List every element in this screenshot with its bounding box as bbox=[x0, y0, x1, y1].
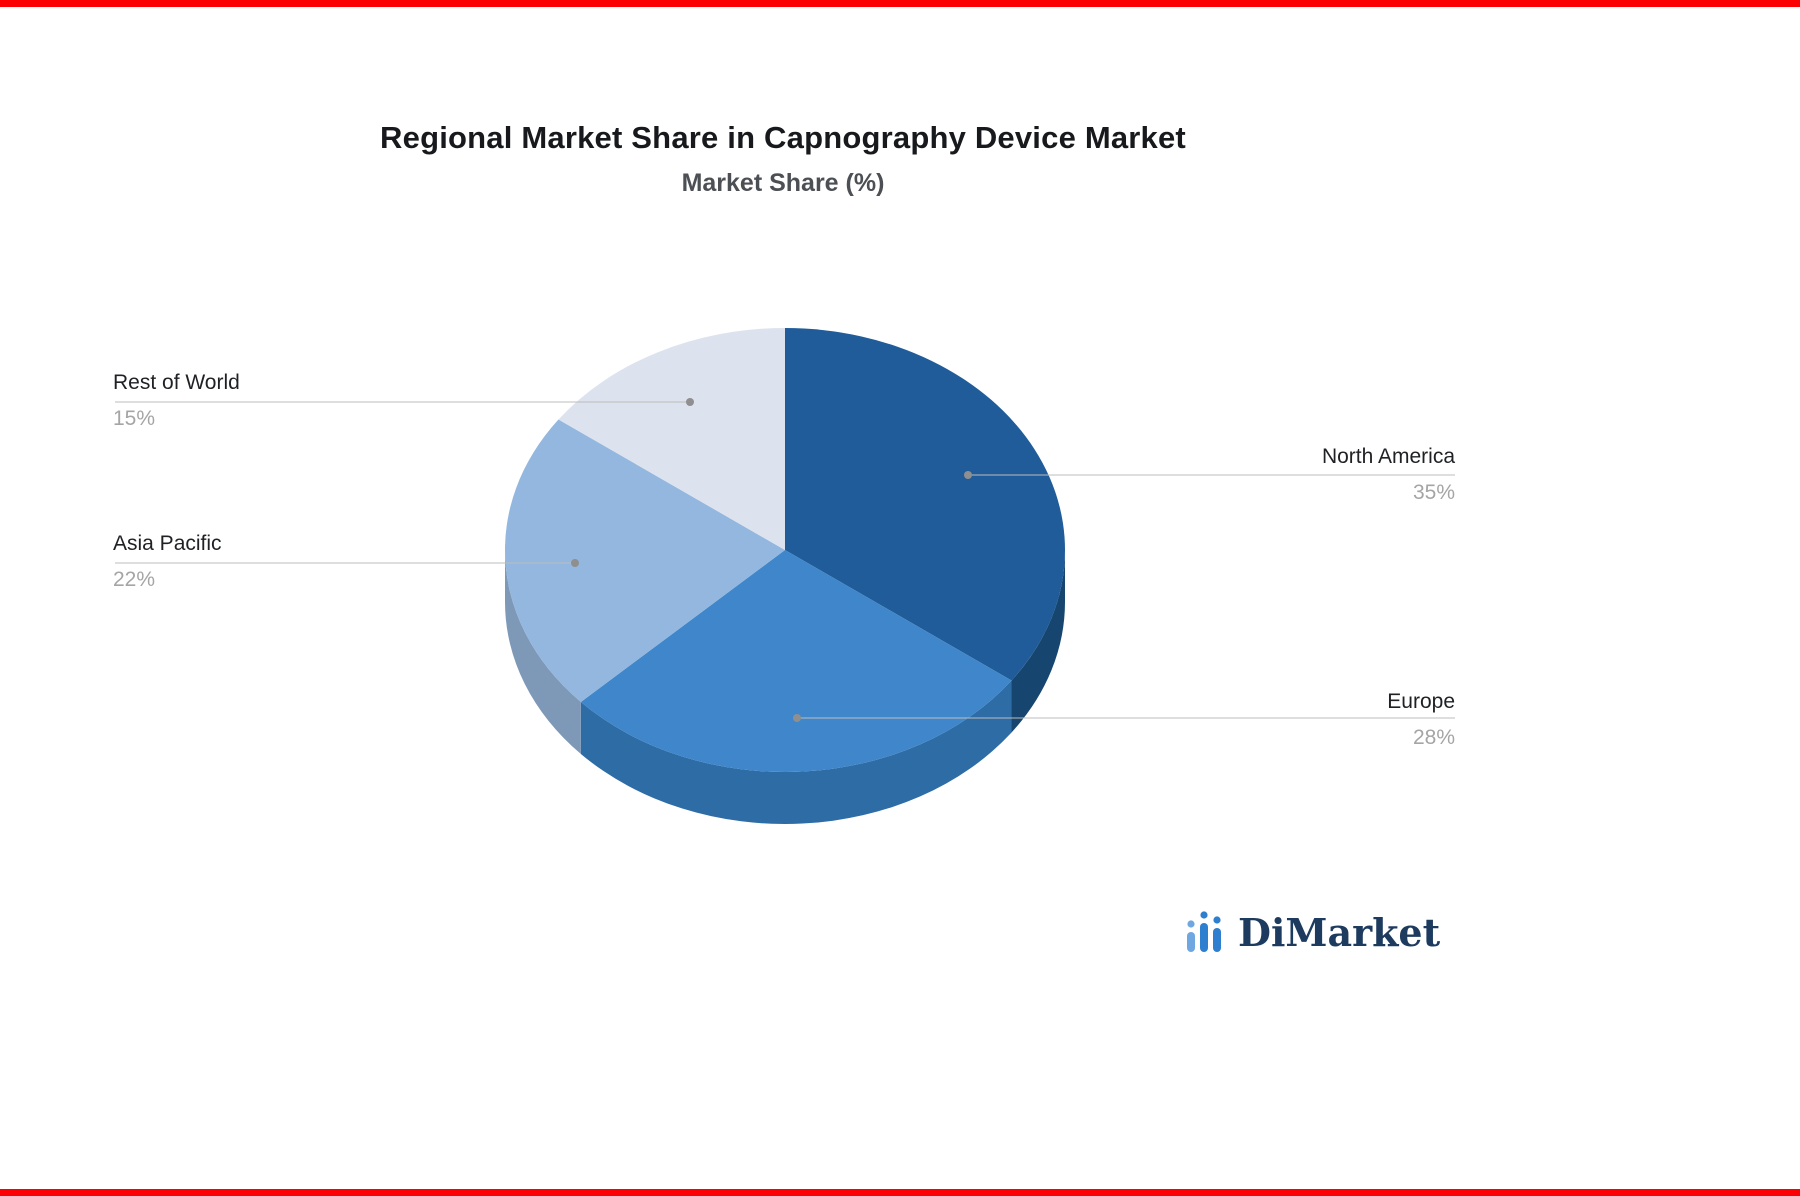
chart-subtitle: Market Share (%) bbox=[681, 169, 885, 197]
slice-label-rest-of-world: Rest of World bbox=[113, 371, 240, 394]
slice-label-north-america: North America bbox=[1321, 445, 1455, 468]
slice-percent-north-america: 35% bbox=[1412, 481, 1455, 504]
chart-title: Regional Market Share in Capnography Dev… bbox=[380, 120, 1186, 155]
pie-slice-rest-of-world[interactable] bbox=[558, 328, 785, 550]
bottom-accent-bar bbox=[0, 1189, 1800, 1196]
mini-bar-chart-icon bbox=[1187, 911, 1221, 952]
pie-slice-europe[interactable] bbox=[580, 550, 1012, 772]
top-accent-bar bbox=[0, 0, 1800, 7]
dimarket-logo-text: DiMarket bbox=[1238, 909, 1441, 955]
dimarket-logo: DiMarket bbox=[1183, 908, 1440, 956]
pie-slice-side-north-america bbox=[1011, 550, 1065, 733]
pie-slice-side-europe bbox=[580, 680, 1012, 824]
leader-dot-north-america bbox=[964, 471, 972, 479]
slice-label-europe: Europe bbox=[1387, 690, 1455, 713]
leader-dot-asia-pacific bbox=[571, 559, 579, 567]
slice-percent-rest-of-world: 15% bbox=[113, 407, 156, 430]
slice-label-asia-pacific: Asia Pacific bbox=[113, 532, 222, 555]
pie-slice-asia-pacific[interactable] bbox=[504, 419, 785, 702]
pie-slice-side-asia-pacific bbox=[505, 550, 581, 754]
leader-dot-europe bbox=[793, 714, 801, 722]
slice-percent-asia-pacific: 22% bbox=[113, 568, 156, 591]
slice-percent-europe: 28% bbox=[1412, 726, 1455, 749]
leader-dot-rest-of-world bbox=[686, 398, 694, 406]
pie-slice-north-america[interactable] bbox=[785, 328, 1065, 681]
